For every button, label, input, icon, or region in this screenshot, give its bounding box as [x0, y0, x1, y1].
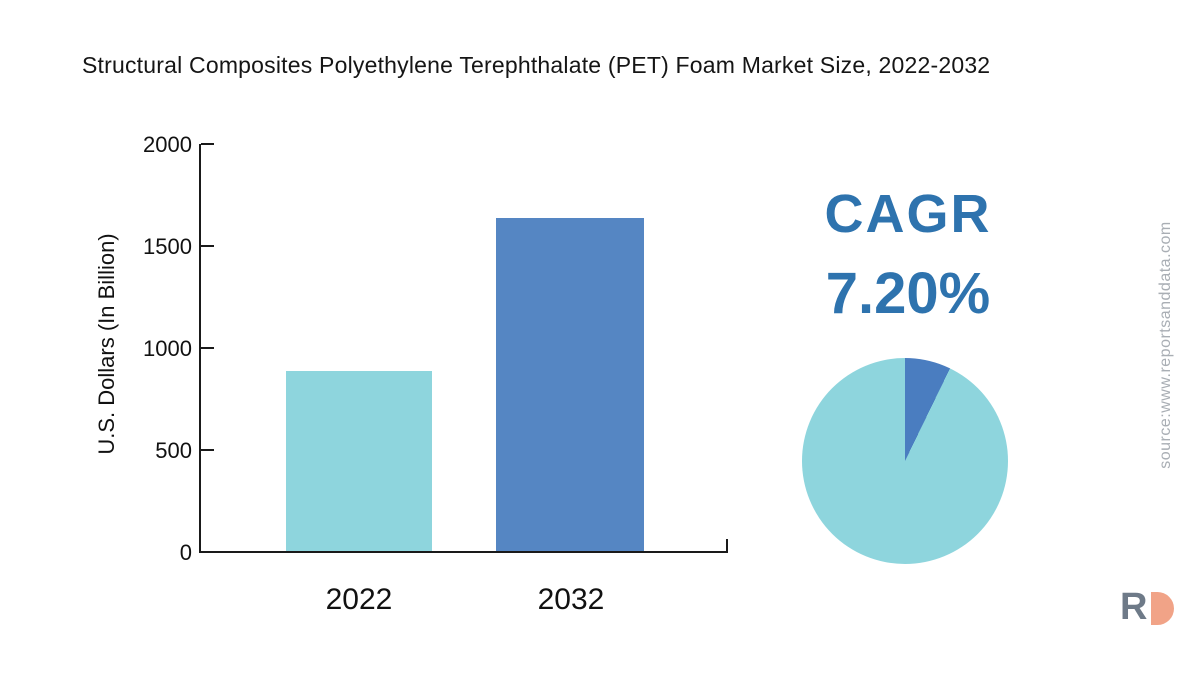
y-axis-title: U.S. Dollars (In Billion) [94, 233, 119, 455]
y-tick-label-0: 0 [179, 540, 192, 565]
y-tick-label-1000: 1000 [143, 336, 192, 361]
y-axis-line [199, 144, 201, 553]
reportsanddata-logo: R [1120, 588, 1180, 630]
x-axis-line [199, 551, 728, 553]
x-axis-end-tick [726, 539, 728, 552]
cagr-label: CAGR [824, 184, 992, 244]
y-tick-mark-2000 [201, 143, 214, 145]
cagr-pie-chart [802, 358, 1008, 564]
logo-letter-r: R [1120, 586, 1148, 628]
y-tick-mark-1000 [201, 347, 214, 349]
y-tick-label-2000: 2000 [143, 132, 192, 157]
y-tick-label-1500: 1500 [143, 234, 192, 259]
page-title: Structural Composites Polyethylene Terep… [82, 52, 991, 78]
bar-2022 [286, 371, 432, 551]
cagr-value: 7.20% [825, 261, 991, 326]
y-tick-mark-500 [201, 449, 214, 451]
bar-2032 [496, 218, 644, 551]
source-watermark: source:www.reportsanddata.com [1157, 221, 1174, 469]
x-tick-label-2022: 2022 [325, 583, 393, 616]
x-tick-label-2032: 2032 [537, 583, 605, 616]
y-tick-label-500: 500 [155, 438, 192, 463]
y-tick-mark-1500 [201, 245, 214, 247]
logo-d-halfdisc-icon [1151, 592, 1174, 625]
